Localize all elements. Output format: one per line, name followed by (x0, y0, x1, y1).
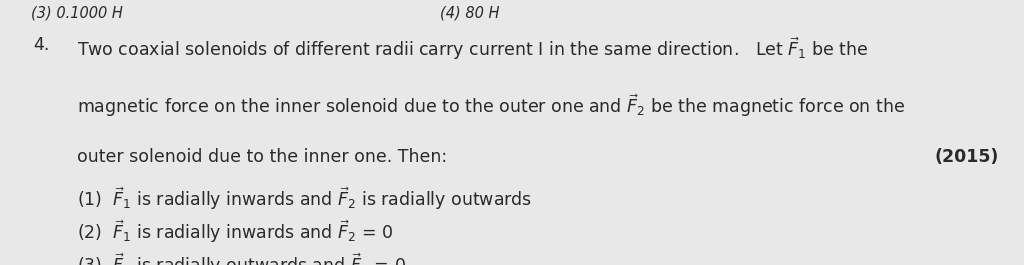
Text: 4.: 4. (33, 36, 49, 54)
Text: (2)  $\vec{F}_1$ is radially inwards and $\vec{F}_2$ = 0: (2) $\vec{F}_1$ is radially inwards and … (77, 219, 393, 245)
Text: (3) 0.1000 H: (3) 0.1000 H (31, 5, 123, 20)
Text: outer solenoid due to the inner one. Then:: outer solenoid due to the inner one. The… (77, 148, 446, 166)
Text: magnetic force on the inner solenoid due to the outer one and $\vec{F}_2$ be the: magnetic force on the inner solenoid due… (77, 93, 905, 119)
Text: (1)  $\vec{F}_1$ is radially inwards and $\vec{F}_2$ is radially outwards: (1) $\vec{F}_1$ is radially inwards and … (77, 186, 532, 212)
Text: (2015): (2015) (934, 148, 998, 166)
Text: Two coaxial solenoids of different radii carry current I in the same direction. : Two coaxial solenoids of different radii… (77, 36, 868, 62)
Text: (4) 80 H: (4) 80 H (440, 5, 500, 20)
Text: (3)  $\vec{F}_1$ is radially outwards and $\vec{F}_2$ = 0: (3) $\vec{F}_1$ is radially outwards and… (77, 252, 406, 265)
